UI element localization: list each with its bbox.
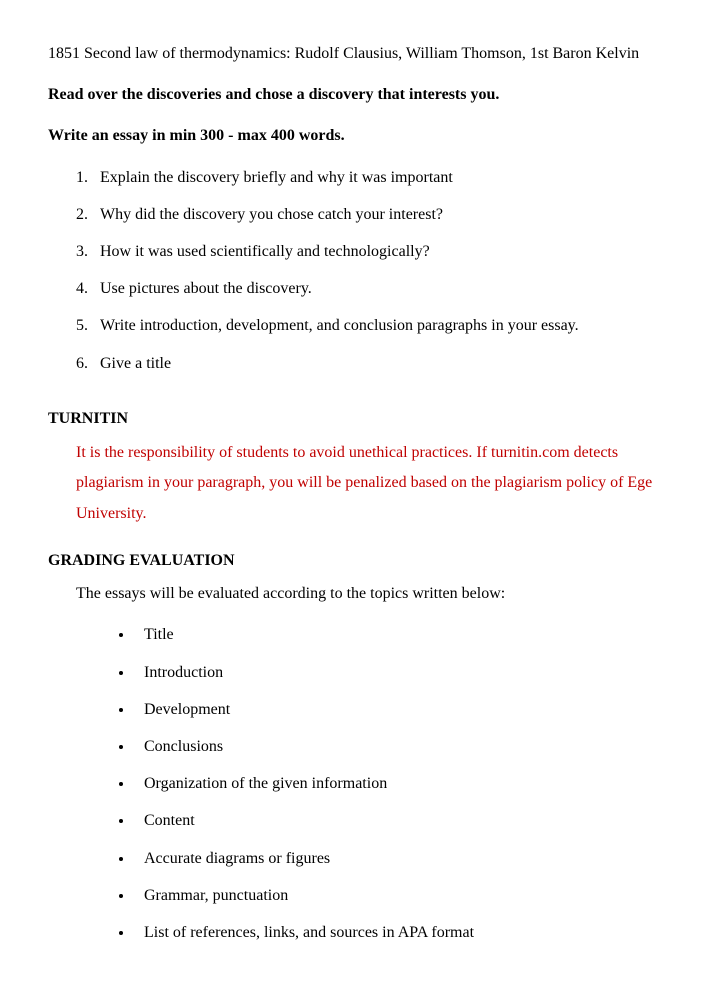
- list-item: Give a title: [92, 350, 679, 377]
- list-item: How it was used scientifically and techn…: [92, 238, 679, 265]
- turnitin-warning: It is the responsibility of students to …: [76, 438, 659, 529]
- bulleted-list: Title Introduction Development Conclusio…: [48, 621, 679, 946]
- list-item: Introduction: [134, 659, 679, 686]
- intro-line: 1851 Second law of thermodynamics: Rudol…: [48, 40, 679, 67]
- list-item: Title: [134, 621, 679, 648]
- list-item: Why did the discovery you chose catch yo…: [92, 201, 679, 228]
- list-item: Content: [134, 807, 679, 834]
- list-item: Explain the discovery briefly and why it…: [92, 164, 679, 191]
- grading-intro: The essays will be evaluated according t…: [76, 580, 679, 607]
- list-item: Grammar, punctuation: [134, 882, 679, 909]
- numbered-list: Explain the discovery briefly and why it…: [48, 164, 679, 377]
- instruction-2: Write an essay in min 300 - max 400 word…: [48, 122, 679, 149]
- list-item: Development: [134, 696, 679, 723]
- list-item: List of references, links, and sources i…: [134, 919, 679, 946]
- list-item: Accurate diagrams or figures: [134, 845, 679, 872]
- grading-heading: GRADING EVALUATION: [48, 547, 679, 574]
- list-item: Write introduction, development, and con…: [92, 312, 679, 339]
- turnitin-heading: TURNITIN: [48, 405, 679, 432]
- list-item: Organization of the given information: [134, 770, 679, 797]
- list-item: Use pictures about the discovery.: [92, 275, 679, 302]
- list-item: Conclusions: [134, 733, 679, 760]
- instruction-1: Read over the discoveries and chose a di…: [48, 81, 679, 108]
